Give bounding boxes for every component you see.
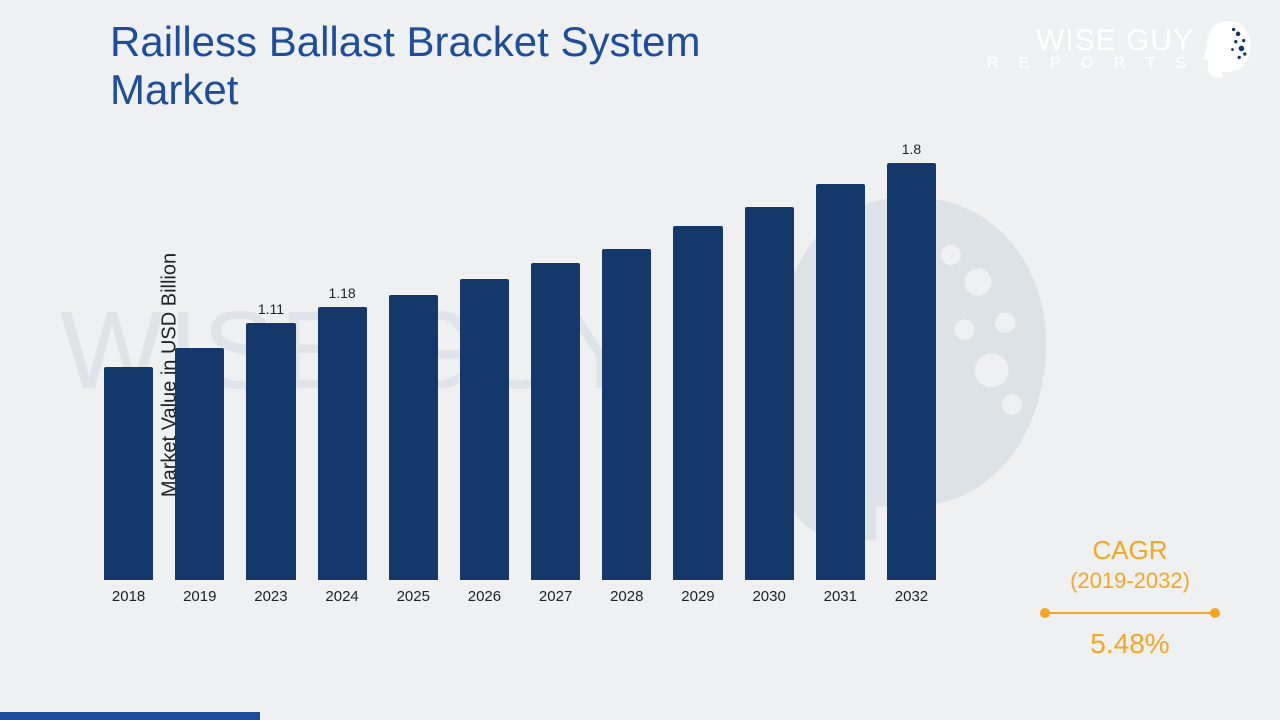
x-tick-label: 2026 — [460, 580, 509, 620]
bar-value-label: 1.11 — [258, 301, 284, 319]
x-tick-label: 2028 — [602, 580, 651, 620]
bar-column — [531, 241, 580, 580]
bar-column — [673, 204, 722, 580]
bottom-accent-bar — [0, 712, 260, 720]
bar — [460, 279, 509, 580]
cagr-value: 5.48% — [1020, 628, 1240, 660]
bar — [673, 226, 722, 580]
brand-logo: WISE GUY R E P O R T S — [987, 18, 1256, 80]
bar-column — [175, 326, 224, 580]
bar-column: 1.11 — [246, 301, 295, 580]
x-tick-label: 2030 — [745, 580, 794, 620]
x-tick-label: 2023 — [246, 580, 295, 620]
chart-title: Railless Ballast Bracket System Market — [110, 18, 750, 115]
bar — [745, 207, 794, 580]
x-tick-label: 2018 — [104, 580, 153, 620]
x-tick-label: 2019 — [175, 580, 224, 620]
cagr-range: (2019-2032) — [1020, 568, 1240, 594]
bar — [816, 184, 865, 580]
bar — [246, 323, 295, 580]
x-tick-label: 2031 — [816, 580, 865, 620]
cagr-divider-icon — [1045, 612, 1215, 614]
bar-column — [460, 257, 509, 580]
bar-column — [104, 345, 153, 580]
bar-column — [389, 273, 438, 580]
plot-area: 1.11 1.18 1.8 — [100, 140, 940, 580]
bar — [104, 367, 153, 580]
bar — [389, 295, 438, 580]
bar — [318, 307, 367, 580]
cagr-title: CAGR — [1020, 535, 1240, 566]
logo-main-text: WISE GUY — [987, 25, 1194, 57]
logo-sub-text: R E P O R T S — [987, 56, 1194, 73]
bar — [175, 348, 224, 580]
chart-area: Market Value in USD Billion 1.111.181.8 … — [40, 130, 940, 620]
bar-column — [602, 227, 651, 580]
x-tick-label: 2024 — [318, 580, 367, 620]
bar-column — [816, 162, 865, 580]
x-axis: 2018 2019 2023 2024 2025 2026 2027 2028 2029 2030… — [100, 580, 940, 620]
bar-column: 1.18 — [318, 285, 367, 580]
bar-column: 1.8 — [887, 141, 936, 580]
x-tick-label: 2025 — [389, 580, 438, 620]
x-tick-label: 2027 — [531, 580, 580, 620]
bar-value-label: 1.18 — [328, 285, 355, 303]
logo-head-icon — [1200, 18, 1256, 80]
bar-column — [745, 185, 794, 580]
bar-value-label: 1.8 — [902, 141, 921, 159]
bar — [531, 263, 580, 580]
x-tick-label: 2032 — [887, 580, 936, 620]
x-tick-label: 2029 — [673, 580, 722, 620]
bars-container: 1.11 1.18 1.8 — [100, 140, 940, 580]
bar — [602, 249, 651, 580]
bar — [887, 163, 936, 580]
page-root: WISE GUY WISE GUY R E P O R T S Railless… — [0, 0, 1280, 720]
cagr-block: CAGR (2019-2032) 5.48% — [1020, 535, 1240, 660]
